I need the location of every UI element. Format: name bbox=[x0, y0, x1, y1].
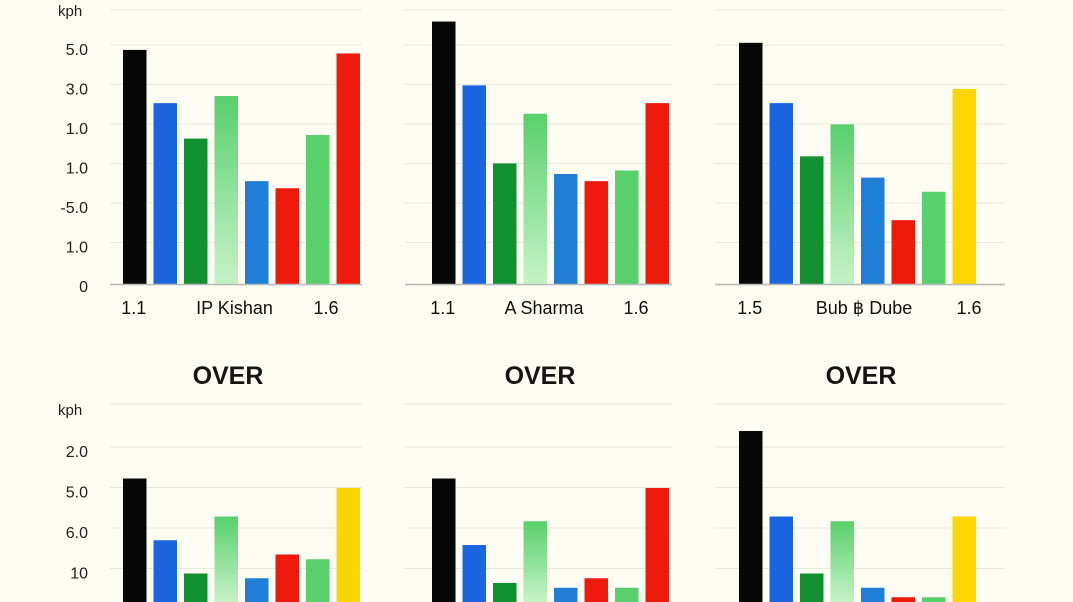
x-category-label: 1.5 bbox=[737, 298, 762, 318]
bar-2 bbox=[153, 103, 177, 285]
bar-6 bbox=[584, 181, 608, 284]
bar-7 bbox=[306, 135, 330, 284]
bar-4 bbox=[214, 516, 238, 602]
x-category-label: 1.1 bbox=[121, 298, 146, 318]
y-tick-label: -5.0 bbox=[60, 200, 88, 217]
bar-5 bbox=[245, 578, 269, 602]
bar-5 bbox=[554, 174, 578, 284]
bar-2 bbox=[769, 103, 793, 285]
bar-3 bbox=[184, 573, 208, 602]
bar-4 bbox=[523, 113, 547, 284]
bar-3 bbox=[184, 138, 208, 284]
bar-6 bbox=[275, 554, 299, 602]
bar-3 bbox=[800, 156, 824, 284]
y-tick-label: 3.0 bbox=[66, 82, 88, 99]
bar-3 bbox=[493, 583, 517, 602]
bar-5 bbox=[245, 181, 269, 284]
y-tick-label: 2.0 bbox=[66, 444, 88, 461]
bar-5 bbox=[554, 587, 578, 602]
over-label: OVER bbox=[193, 362, 264, 390]
bar-2 bbox=[462, 545, 486, 602]
bar-5 bbox=[861, 177, 885, 284]
chart-panel-4: OVER 2.0 5.0 6.0 10 kph bbox=[58, 362, 362, 602]
bar-8 bbox=[952, 516, 976, 602]
bar-1 bbox=[123, 478, 147, 602]
bar-7 bbox=[615, 587, 639, 602]
y-tick-label: 5.0 bbox=[66, 485, 88, 502]
bar-1 bbox=[739, 42, 763, 285]
bar-4 bbox=[830, 521, 854, 602]
x-category-label: 1.6 bbox=[313, 298, 338, 318]
bar-6 bbox=[275, 188, 299, 284]
bar-8 bbox=[952, 88, 976, 284]
y-tick-label: 1.0 bbox=[66, 121, 88, 138]
bar-8 bbox=[645, 488, 669, 602]
bar-1 bbox=[432, 21, 456, 285]
x-category-label: 1.6 bbox=[956, 298, 981, 318]
bar-1 bbox=[432, 478, 456, 602]
bar-2 bbox=[462, 85, 486, 285]
bar-4 bbox=[214, 96, 238, 284]
bar-3 bbox=[800, 573, 824, 602]
bar-7 bbox=[306, 559, 330, 602]
bar-6 bbox=[584, 578, 608, 602]
y-tick-label: 6.0 bbox=[66, 525, 88, 542]
bar-2 bbox=[153, 540, 177, 602]
y-unit-label: kph bbox=[58, 3, 82, 20]
bar-4 bbox=[523, 521, 547, 602]
y-tick-label: 5.0 bbox=[66, 42, 88, 59]
x-category-label: 1.1 bbox=[430, 298, 455, 318]
bar-8 bbox=[645, 103, 669, 285]
x-category-label: Bub ฿ Dube bbox=[816, 298, 913, 318]
over-label: OVER bbox=[505, 362, 576, 390]
over-label: OVER bbox=[826, 362, 897, 390]
x-category-label: IP Kishan bbox=[196, 298, 273, 318]
y-unit-label: kph bbox=[58, 402, 82, 419]
chart-panel-5: OVER bbox=[405, 362, 672, 602]
bar-6 bbox=[891, 597, 915, 602]
chart-panel-3: 1.5 Bub ฿ Dube 1.6 bbox=[715, 9, 1005, 318]
bar-8 bbox=[336, 53, 360, 284]
bar-4 bbox=[830, 124, 854, 285]
bar-1 bbox=[739, 431, 763, 602]
y-tick-label: 1.0 bbox=[66, 161, 88, 178]
y-tick-label: 1.0 bbox=[66, 240, 88, 257]
chart-panel-2: 1.1 A Sharma 1.6 bbox=[405, 9, 672, 318]
chart-panel-1: 5.0 3.0 1.0 1.0 -5.0 1.0 0 kph 1.1 IP Kishan 1.6 bbox=[58, 3, 362, 318]
bar-7 bbox=[922, 597, 946, 602]
y-tick-label: 0 bbox=[79, 279, 88, 296]
bar-7 bbox=[615, 170, 639, 284]
x-category-label: 1.6 bbox=[623, 298, 648, 318]
bar-3 bbox=[493, 163, 517, 284]
bar-2 bbox=[769, 516, 793, 602]
bar-7 bbox=[922, 191, 946, 284]
chart-panel-6: OVER bbox=[715, 362, 1005, 602]
bar-5 bbox=[861, 587, 885, 602]
bar-8 bbox=[336, 488, 360, 602]
bar-6 bbox=[891, 220, 915, 284]
x-category-label: A Sharma bbox=[504, 298, 584, 318]
bar-1 bbox=[123, 49, 147, 284]
y-tick-label: 10 bbox=[70, 566, 88, 583]
